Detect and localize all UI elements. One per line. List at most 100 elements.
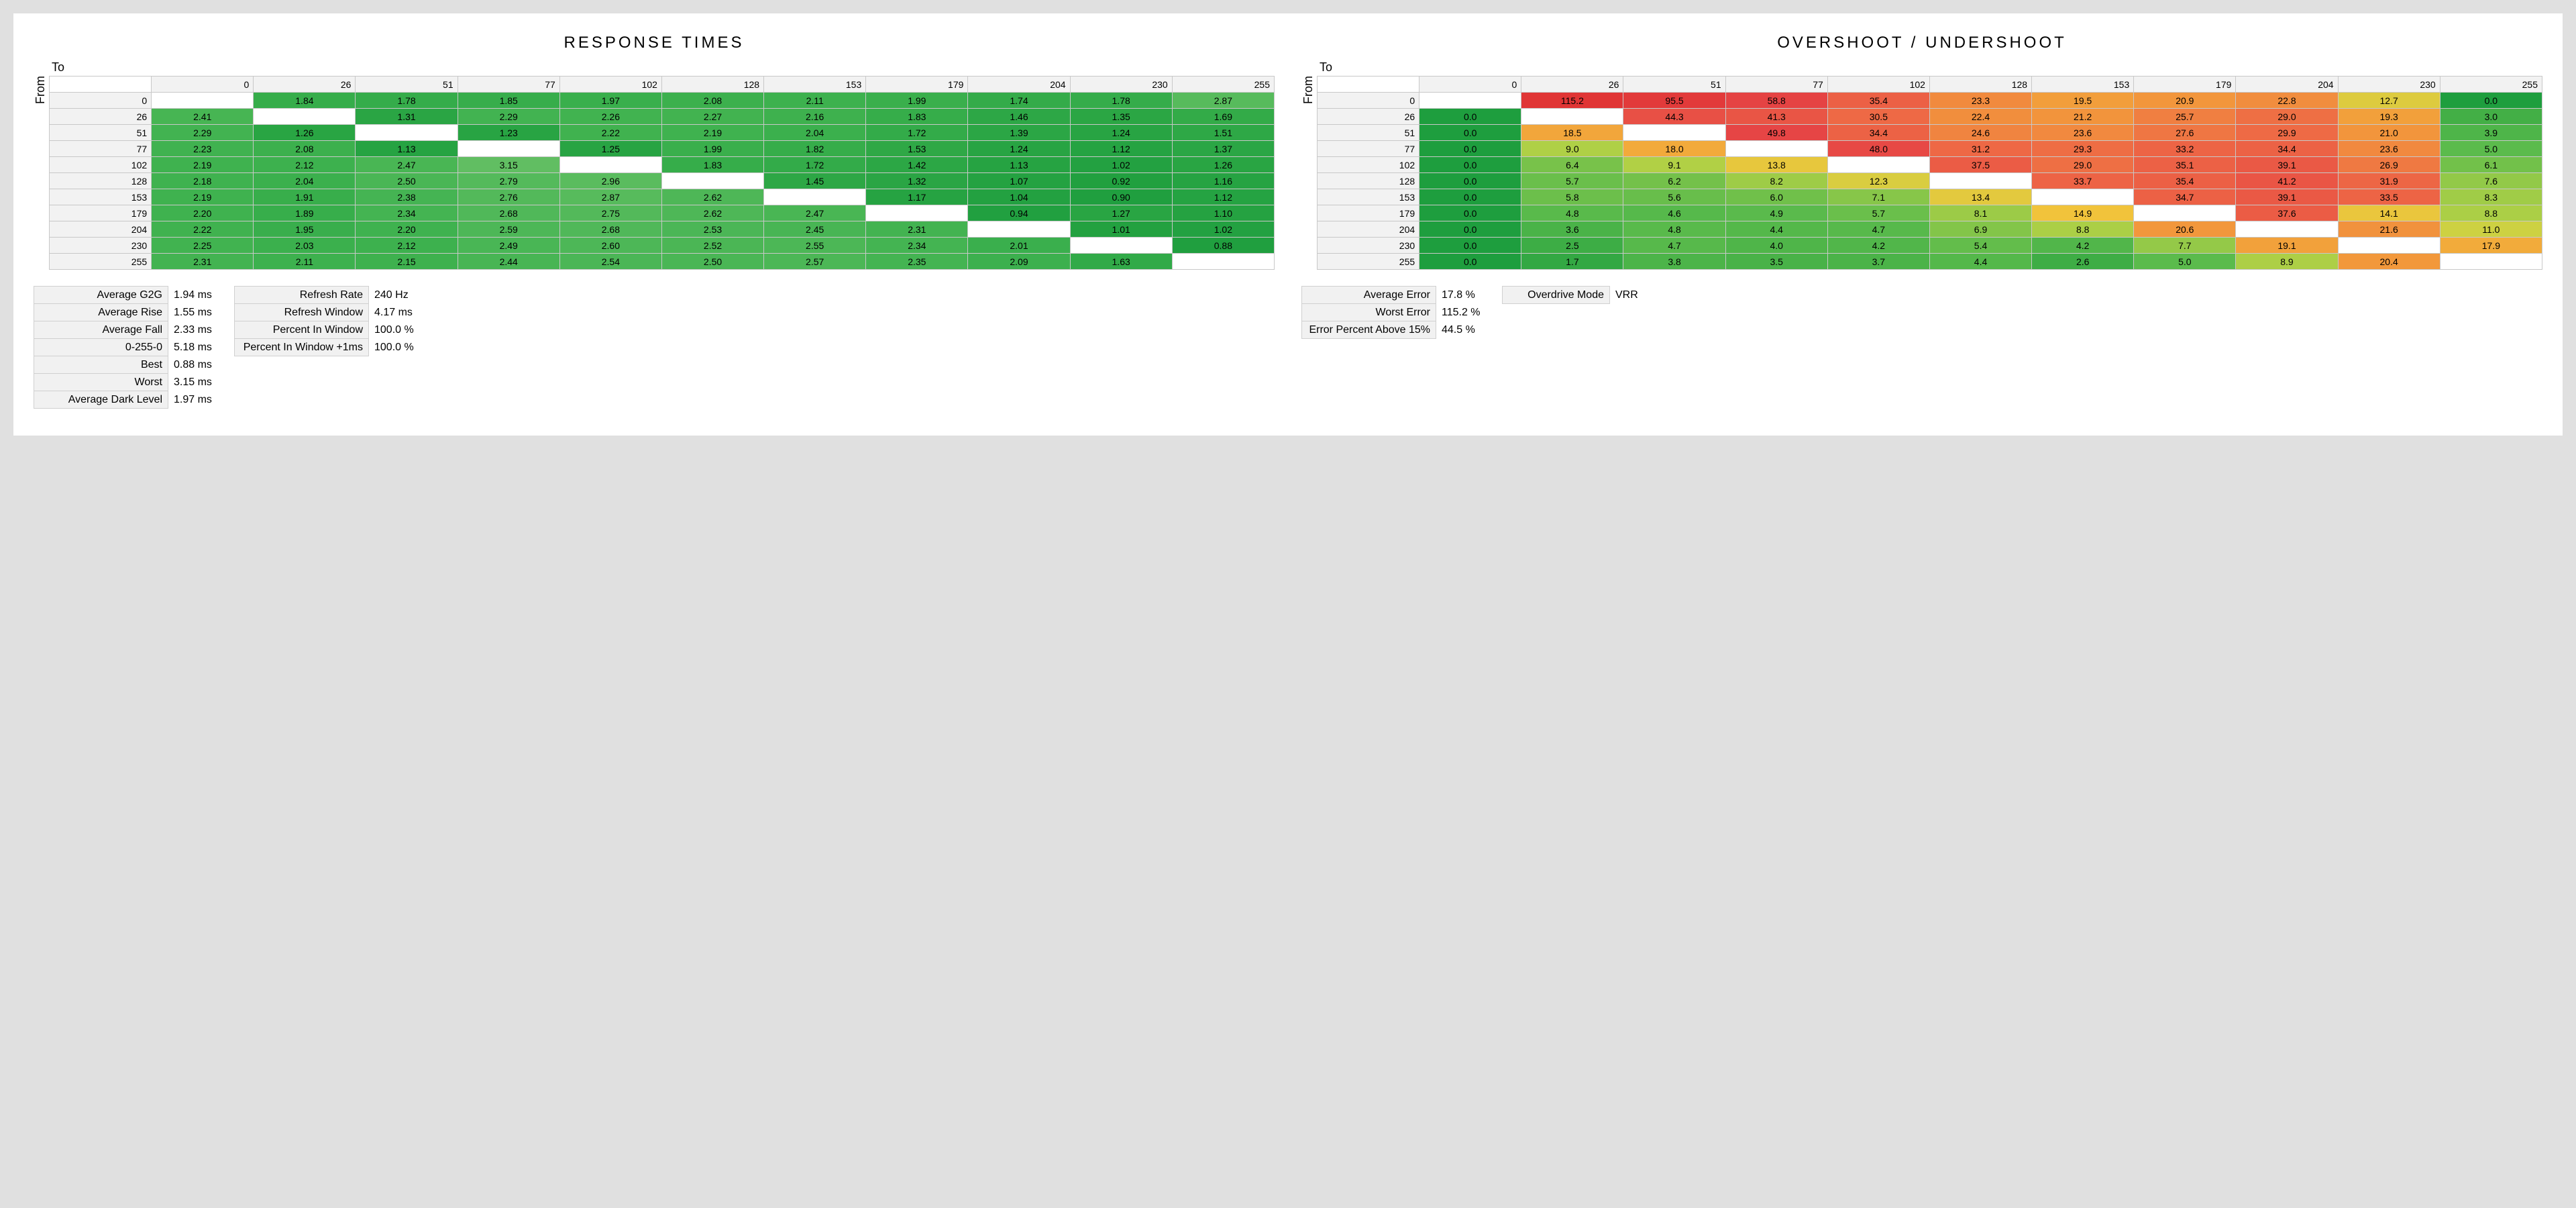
heatmap-cell: 2.6 <box>2032 254 2134 270</box>
heatmap-cell <box>356 125 458 141</box>
heatmap-cell <box>1929 173 2031 189</box>
heatmap-cell <box>1070 238 1172 254</box>
heatmap-cell: 1.25 <box>559 141 661 157</box>
from-axis-label: From <box>1301 76 1317 121</box>
heatmap-cell: 2.03 <box>254 238 356 254</box>
heatmap-cell: 1.45 <box>764 173 866 189</box>
heatmap-cell: 25.7 <box>2134 109 2236 125</box>
heatmap-cell: 37.6 <box>2236 205 2338 221</box>
heatmap-cell: 2.44 <box>458 254 559 270</box>
heatmap-cell: 2.19 <box>661 125 763 141</box>
heatmap-cell <box>1623 125 1725 141</box>
heatmap-cell: 37.5 <box>1929 157 2031 173</box>
heatmap-cell: 6.4 <box>1521 157 1623 173</box>
heatmap-cell: 0.94 <box>968 205 1070 221</box>
heatmap-cell: 4.0 <box>1725 238 1827 254</box>
heatmap-cell: 5.4 <box>1929 238 2031 254</box>
heatmap-cell: 35.4 <box>2134 173 2236 189</box>
heatmap-cell <box>1419 93 1521 109</box>
heatmap-cell: 35.1 <box>2134 157 2236 173</box>
heatmap-cell: 24.6 <box>1929 125 2031 141</box>
col-header: 102 <box>1827 77 1929 93</box>
heatmap-cell: 30.5 <box>1827 109 1929 125</box>
heatmap-cell: 2.20 <box>356 221 458 238</box>
heatmap-cell: 2.76 <box>458 189 559 205</box>
col-header: 77 <box>1725 77 1827 93</box>
heatmap-cell: 31.9 <box>2338 173 2440 189</box>
heatmap-cell <box>2338 238 2440 254</box>
heatmap-cell: 6.9 <box>1929 221 2031 238</box>
heatmap-cell: 23.6 <box>2032 125 2134 141</box>
col-header: 0 <box>1419 77 1521 93</box>
heatmap-cell: 8.3 <box>2440 189 2542 205</box>
overshoot-panel: OVERSHOOT / UNDERSHOOT To From 026517710… <box>1301 34 2542 409</box>
heatmap-cell: 2.22 <box>152 221 254 238</box>
heatmap-cell: 34.4 <box>2236 141 2338 157</box>
heatmap-cell: 2.50 <box>661 254 763 270</box>
heatmap-cell: 14.9 <box>2032 205 2134 221</box>
response-heatmap: 026517710212815317920423025501.841.781.8… <box>49 76 1275 270</box>
heatmap-cell: 5.0 <box>2134 254 2236 270</box>
overshoot-stats-left: Average Error17.8 %Worst Error115.2 %Err… <box>1301 286 1490 339</box>
stat-label: Refresh Rate <box>235 287 369 304</box>
stat-label: Average Dark Level <box>34 391 168 409</box>
col-header: 77 <box>458 77 559 93</box>
row-header: 26 <box>50 109 152 125</box>
heatmap-cell: 2.54 <box>559 254 661 270</box>
stat-label: Worst <box>34 374 168 391</box>
heatmap-cell: 2.20 <box>152 205 254 221</box>
heatmap-cell: 2.31 <box>152 254 254 270</box>
heatmap-cell: 4.7 <box>1827 221 1929 238</box>
heatmap-cell: 2.29 <box>458 109 559 125</box>
heatmap-cell: 1.37 <box>1172 141 1274 157</box>
heatmap-cell: 2.29 <box>152 125 254 141</box>
heatmap-cell: 1.69 <box>1172 109 1274 125</box>
row-header: 230 <box>1318 238 1419 254</box>
col-header: 230 <box>2338 77 2440 93</box>
heatmap-cell: 20.6 <box>2134 221 2236 238</box>
heatmap-cell: 20.9 <box>2134 93 2236 109</box>
stat-value: VRR <box>1610 287 1664 304</box>
heatmap-cell: 1.74 <box>968 93 1070 109</box>
heatmap-cell: 1.85 <box>458 93 559 109</box>
heatmap-cell: 2.18 <box>152 173 254 189</box>
row-header: 102 <box>50 157 152 173</box>
heatmap-cell: 22.8 <box>2236 93 2338 109</box>
row-header: 230 <box>50 238 152 254</box>
stat-label: Average Fall <box>34 321 168 339</box>
col-header: 153 <box>764 77 866 93</box>
heatmap-cell: 1.35 <box>1070 109 1172 125</box>
overshoot-stats-right: Overdrive ModeVRR <box>1502 286 1664 304</box>
heatmap-cell: 2.26 <box>559 109 661 125</box>
heatmap-cell: 0.0 <box>1419 173 1521 189</box>
heatmap-cell: 3.5 <box>1725 254 1827 270</box>
row-header: 128 <box>1318 173 1419 189</box>
stat-label: Refresh Window <box>235 304 369 321</box>
heatmap-cell: 13.8 <box>1725 157 1827 173</box>
heatmap-cell: 95.5 <box>1623 93 1725 109</box>
heatmap-cell: 1.72 <box>866 125 968 141</box>
stat-value: 100.0 % <box>369 339 423 356</box>
stat-value: 1.94 ms <box>168 287 222 304</box>
heatmap-cell: 1.31 <box>356 109 458 125</box>
heatmap-cell: 2.11 <box>254 254 356 270</box>
row-header: 179 <box>50 205 152 221</box>
heatmap-cell: 1.12 <box>1070 141 1172 157</box>
overshoot-title: OVERSHOOT / UNDERSHOOT <box>1301 34 2542 52</box>
heatmap-cell: 5.7 <box>1521 173 1623 189</box>
heatmap-cell: 2.01 <box>968 238 1070 254</box>
heatmap-cell: 18.5 <box>1521 125 1623 141</box>
col-header: 128 <box>661 77 763 93</box>
heatmap-cell: 34.7 <box>2134 189 2236 205</box>
heatmap-cell: 0.0 <box>1419 125 1521 141</box>
heatmap-cell: 35.4 <box>1827 93 1929 109</box>
heatmap-cell: 2.27 <box>661 109 763 125</box>
heatmap-cell: 2.11 <box>764 93 866 109</box>
heatmap-cell: 4.2 <box>2032 238 2134 254</box>
heatmap-cell: 17.9 <box>2440 238 2542 254</box>
heatmap-cell: 0.0 <box>1419 221 1521 238</box>
heatmap-cell: 1.13 <box>968 157 1070 173</box>
response-stats-left: Average G2G1.94 msAverage Rise1.55 msAve… <box>34 286 222 409</box>
row-header: 153 <box>50 189 152 205</box>
response-stats: Average G2G1.94 msAverage Rise1.55 msAve… <box>34 286 1275 409</box>
